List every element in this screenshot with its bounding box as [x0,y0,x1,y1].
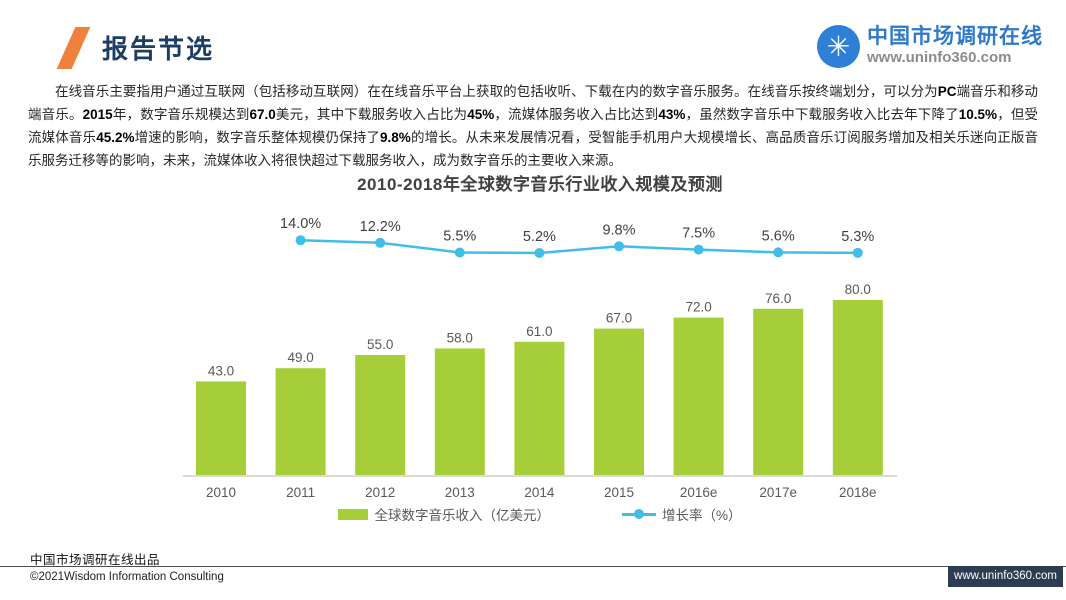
bar-value-label-2016e: 72.0 [685,300,711,315]
logo-glyph: ✳ [826,30,851,62]
bar-value-label-2011: 49.0 [287,350,313,365]
page-title: 报告节选 [102,34,215,64]
logo-company-name: 中国市场调研在线 [867,25,1043,48]
bar-value-label-2017e: 76.0 [765,291,791,306]
bar-2017e [753,308,804,476]
line-point-2017e [773,247,784,258]
line-point-2015 [614,241,624,252]
line-swatch-icon [621,509,656,520]
company-logo[interactable]: ✳ 中国市场调研在线 www.uninfo360.com [817,25,1043,68]
growth-label-2011: 14.0% [280,216,321,232]
footer-brand-line: 中国市场调研在线出品 [30,553,161,567]
excerpt-text: 的增长。从未来发展情况看，受智能手机用户大规模增长、高品质音乐订阅服务增加及相关… [28,130,1039,168]
logo-website-url[interactable]: www.uninfo360.com [867,49,1012,66]
excerpt-bold-value: 45.2% [96,130,135,145]
bar-2014 [514,341,565,476]
chart-title: 2010-2018年全球数字音乐行业收入规模及预测 [357,175,723,194]
excerpt-bold-value: 2015 [82,107,113,122]
chart-legend: 全球数字音乐收入（亿美元） 增长率（%） [183,504,897,524]
bar-value-label-2012: 55.0 [367,337,393,352]
footer-divider [0,566,1066,567]
line-swatch-dot [633,509,644,519]
footer-copyright: ©2021Wisdom Information Consulting [30,571,224,583]
bar-value-label-2013: 58.0 [447,330,473,345]
bar-2015 [594,328,644,476]
legend-item-growth: 增长率（%） [621,504,742,524]
excerpt-bold-value: 45% [467,107,495,122]
excerpt-text: 在线音乐主要指用户通过互联网（包括移动互联网）在在线音乐平台上获取的包括收听、下… [55,84,938,99]
bar-swatch-icon [338,508,369,520]
line-point-2013 [454,247,465,258]
bar-2012 [355,355,406,476]
line-point-2011 [295,235,306,246]
bar-2011 [275,368,326,476]
footer-url-badge[interactable]: www.uninfo360.com [948,566,1063,587]
excerpt-text: 年，数字音乐规模达到 [112,107,250,122]
x-axis-label-2017e: 2017e [759,485,797,500]
legend-label-growth: 增长率（%） [661,508,742,523]
bar-2010 [196,381,246,476]
excerpt-bold-value: 67.0 [249,107,276,122]
bar-value-label-2015: 67.0 [606,311,632,326]
excerpt-text: ，虽然数字音乐中下载服务收入比去年下降了 [685,107,959,122]
logo-text-block: 中国市场调研在线 www.uninfo360.com [867,25,1043,67]
x-axis-label-2012: 2012 [365,485,395,500]
excerpt-bold-value: 9.8% [380,130,411,145]
x-axis-label-2014: 2014 [524,485,555,500]
line-point-2014 [534,247,545,258]
bar-value-label-2014: 61.0 [526,324,552,339]
x-axis-label-2015: 2015 [604,485,634,500]
growth-label-2013: 5.5% [443,229,476,245]
line-point-2016e [693,244,704,255]
excerpt-bold-value: 10.5% [958,107,998,122]
growth-label-2012: 12.2% [360,219,401,235]
growth-rate-line [300,238,858,255]
bar-value-label-2010: 43.0 [208,363,234,378]
excerpt-text: ，流媒体服务收入占比达到 [494,107,659,122]
excerpt-text: 增速的影响，数字音乐整体规模仍保持了 [134,130,381,145]
legend-item-revenue: 全球数字音乐收入（亿美元） [338,504,550,524]
revenue-growth-chart: 43.0 49.0 55.0 58.0 61.0 67.0 72.0 76.0 80.0 2010… [183,216,897,500]
bar-2016e [673,317,724,476]
x-axis-label-2010: 2010 [206,485,236,500]
x-axis-label-2016e: 2016e [680,485,718,500]
bar-2013 [434,348,485,476]
excerpt-text: 美元，其中下载服务收入占比为 [275,107,468,122]
excerpt-bold-value: 43% [658,107,686,122]
growth-label-2015: 9.8% [602,222,635,238]
line-point-2018e [852,247,863,258]
growth-label-2017e: 5.6% [762,228,795,244]
report-excerpt-paragraph: 在线音乐主要指用户通过互联网（包括移动互联网）在在线音乐平台上获取的包括收听、下… [28,80,1038,172]
growth-label-2018e: 5.3% [841,229,874,245]
x-axis-label-2011: 2011 [286,485,315,500]
excerpt-bold-value: PC [937,84,957,99]
x-axis-label-2013: 2013 [445,485,475,500]
excerpt-text: 端音乐和移动端音乐。 [28,84,1039,122]
bar-2018e [832,300,883,476]
excerpt-text: ，但受流媒体音乐 [28,107,1039,145]
bar-value-label-2018e: 80.0 [845,282,871,297]
x-axis-label-2018e: 2018e [839,485,877,500]
growth-label-2014: 5.2% [523,229,556,245]
growth-label-2016e: 7.5% [682,226,715,242]
legend-label-revenue: 全球数字音乐收入（亿美元） [374,508,550,523]
line-point-2012 [375,237,386,248]
orange-slash-decoration [56,27,91,69]
compass-arrows-icon: ✳ [817,25,860,68]
